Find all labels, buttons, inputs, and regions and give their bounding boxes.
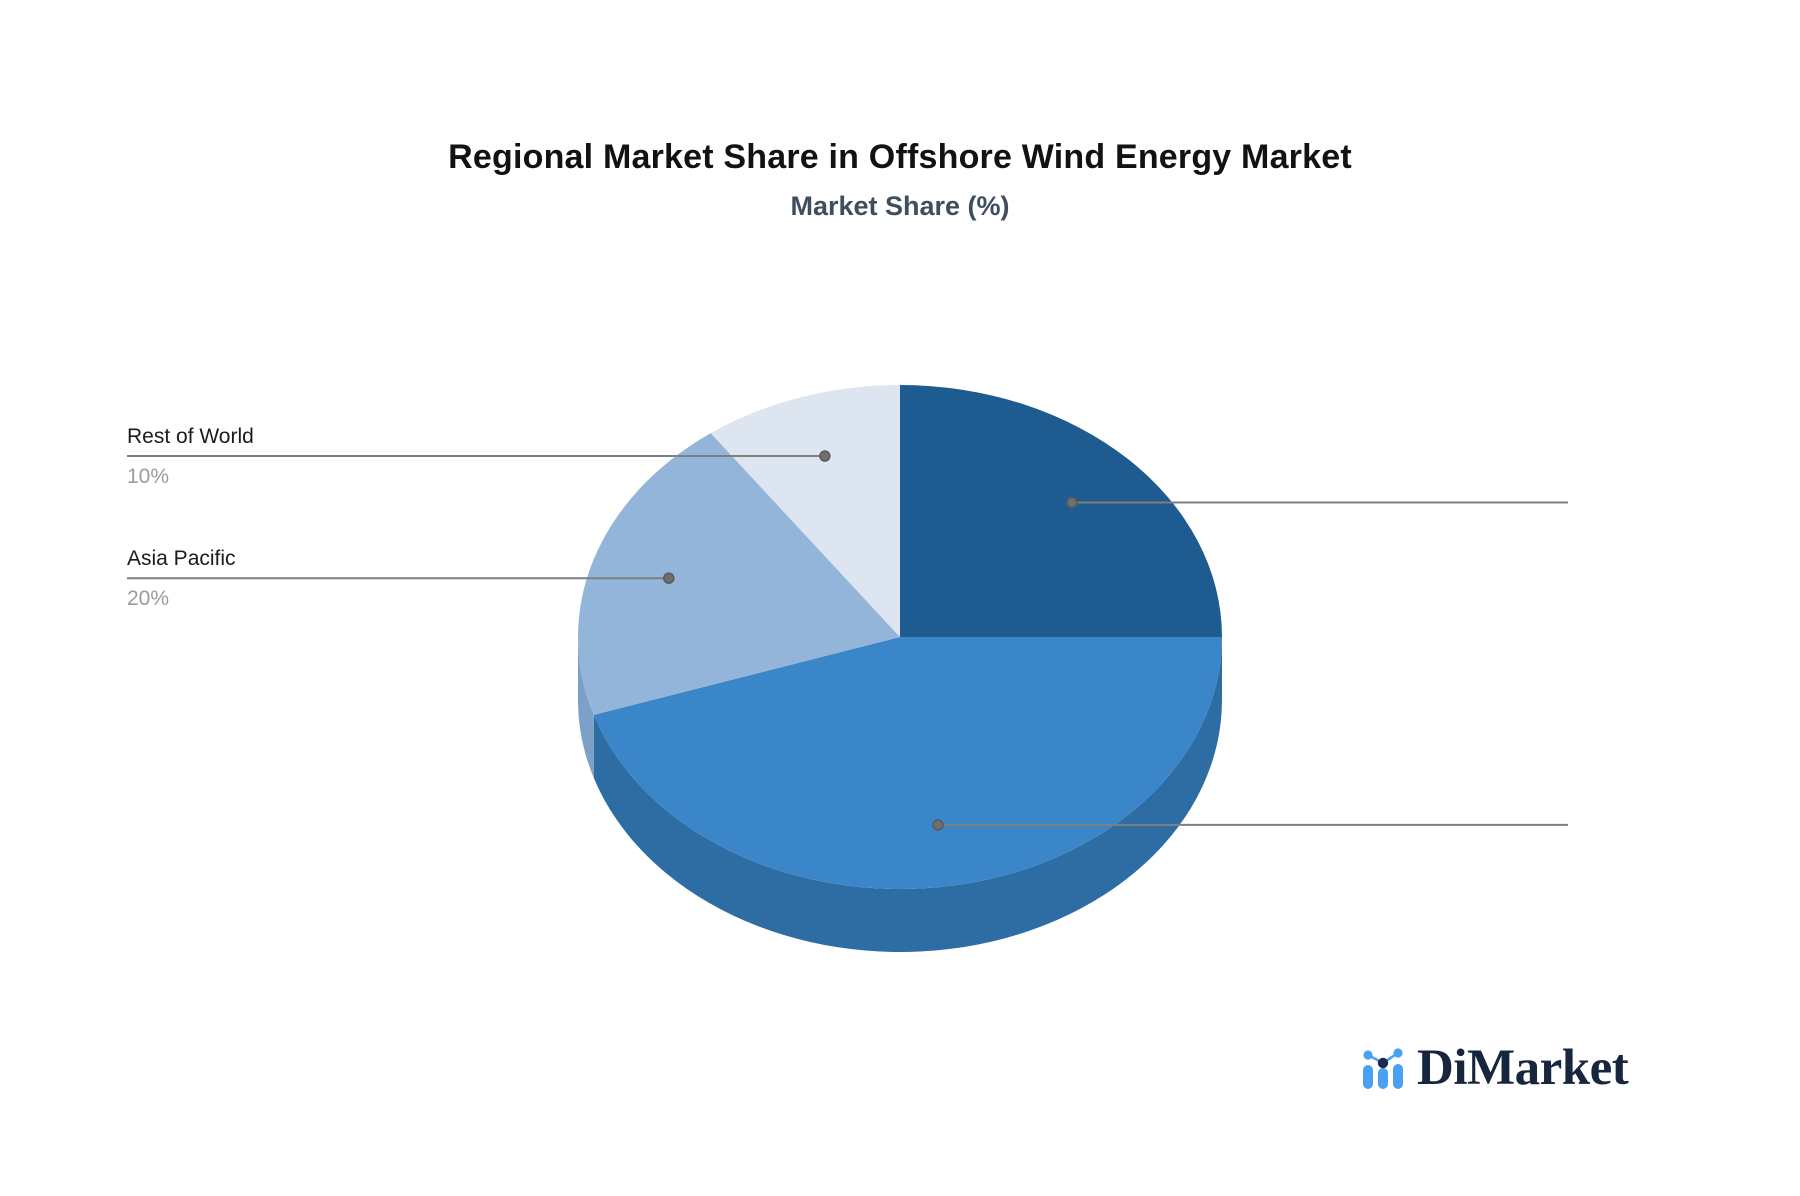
slice-value: 20%	[127, 587, 170, 610]
leader-dot-rest-of-world	[819, 450, 831, 462]
pie-slice-north-america[interactable]	[900, 385, 1222, 637]
leader-dot-europe	[932, 819, 944, 831]
chart-subtitle: Market Share (%)	[790, 191, 1010, 221]
leader-dot-asia-pacific	[663, 572, 675, 584]
slice-label: Rest of World	[127, 425, 254, 448]
pie-slice-asia-pacific[interactable]	[578, 433, 900, 715]
bar-chart-trend-icon	[1363, 1048, 1403, 1089]
leader-dot-north-america	[1066, 496, 1078, 509]
slice-label: Asia Pacific	[127, 547, 236, 570]
chart-title: Regional Market Share in Offshore Wind E…	[448, 138, 1352, 176]
slice-value: 10%	[127, 465, 170, 488]
brand-name: DiMarket	[1417, 1040, 1629, 1096]
pie-slice-europe[interactable]	[593, 637, 1222, 889]
pie-slice-rest-of-world[interactable]	[710, 385, 900, 637]
pie-slice-side-asia-pacific	[578, 637, 594, 778]
pie-slice-side-europe	[593, 637, 1222, 952]
brand-logo: DiMarket	[1358, 1036, 1629, 1100]
